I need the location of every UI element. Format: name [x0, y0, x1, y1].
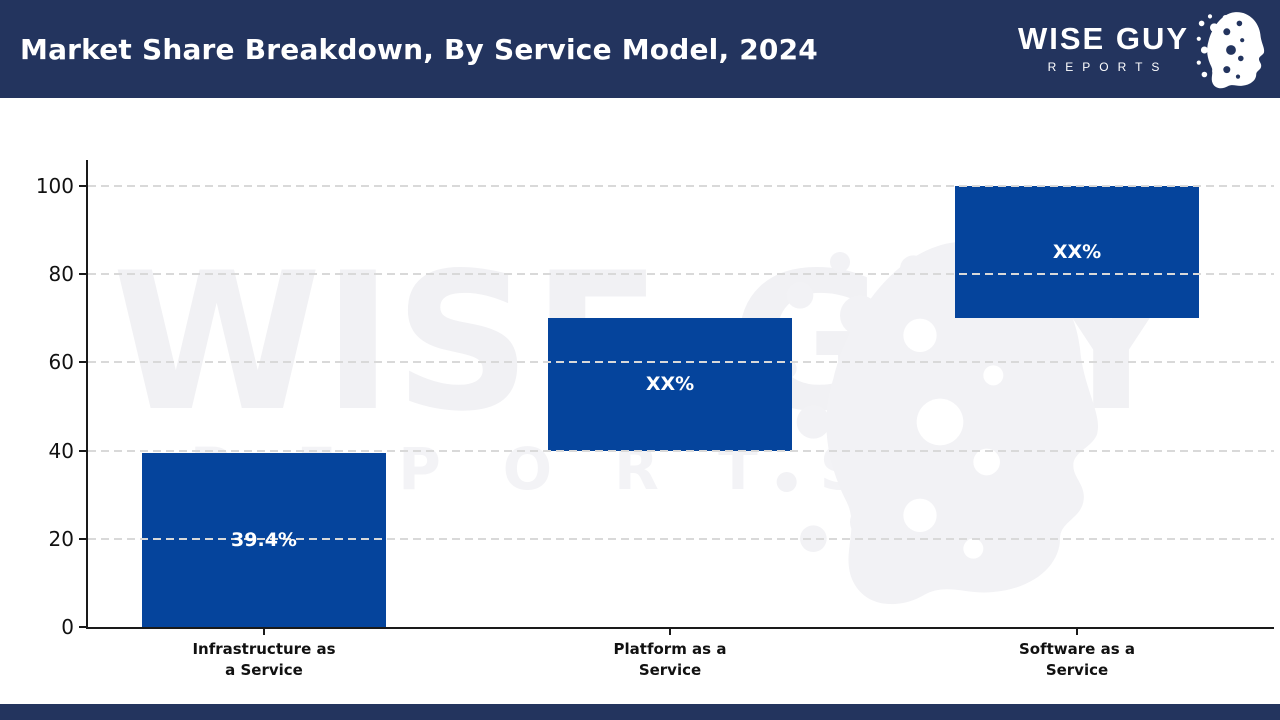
logo-wordmark: WISE GUY [1018, 21, 1190, 56]
footer-bar [0, 704, 1280, 720]
bar-value-label-platform-as-a-service: XX% [645, 373, 695, 396]
page-title: Market Share Breakdown, By Service Model… [20, 32, 818, 66]
logo-text: WISE GUY REPORTS [1018, 22, 1189, 75]
header-bar: Market Share Breakdown, By Service Model… [0, 0, 1280, 98]
logo-face-icon [1196, 12, 1265, 89]
x-category-label-platform-as-a-service: Platform as a Service [613, 640, 727, 679]
gridline-100 [88, 185, 1274, 187]
logo-subtitle: REPORTS [1047, 60, 1169, 74]
x-category-label-infrastructure-as-a-service: Infrastructure as a Service [192, 640, 336, 679]
y-tick-label-80: 80 [48, 262, 74, 287]
bar-infrastructure-as-a-service [142, 453, 386, 627]
bar-platform-as-a-service [548, 318, 792, 451]
x-axis [86, 627, 1274, 629]
bar-value-label-infrastructure-as-a-service: 39.4% [231, 529, 297, 552]
y-tick-mark-80 [79, 273, 87, 276]
gridline-60 [88, 361, 1274, 364]
y-tick-mark-20 [79, 537, 87, 540]
gridline-80 [88, 273, 1274, 276]
y-tick-mark-100 [79, 185, 87, 187]
wiseguy-logo: WISE GUY REPORTS [1018, 6, 1270, 92]
gridline-40 [88, 449, 1274, 452]
x-tick-mark-platform-as-a-service [669, 627, 671, 635]
y-tick-mark-0 [79, 626, 87, 628]
y-tick-label-0: 0 [61, 615, 74, 639]
y-tick-label-20: 20 [48, 526, 74, 551]
x-tick-mark-software-as-a-service [1076, 627, 1078, 635]
x-category-label-software-as-a-service: Software as a Service [1019, 640, 1135, 679]
y-tick-label-40: 40 [48, 438, 74, 463]
y-tick-mark-60 [79, 361, 87, 364]
y-tick-mark-40 [79, 449, 87, 452]
bar-value-label-software-as-a-service: XX% [1052, 241, 1102, 264]
y-axis [86, 160, 88, 629]
y-tick-label-100: 100 [35, 174, 74, 198]
x-tick-mark-infrastructure-as-a-service [263, 627, 265, 635]
y-tick-label-60: 60 [48, 350, 74, 375]
gridline-20 [88, 537, 1274, 540]
